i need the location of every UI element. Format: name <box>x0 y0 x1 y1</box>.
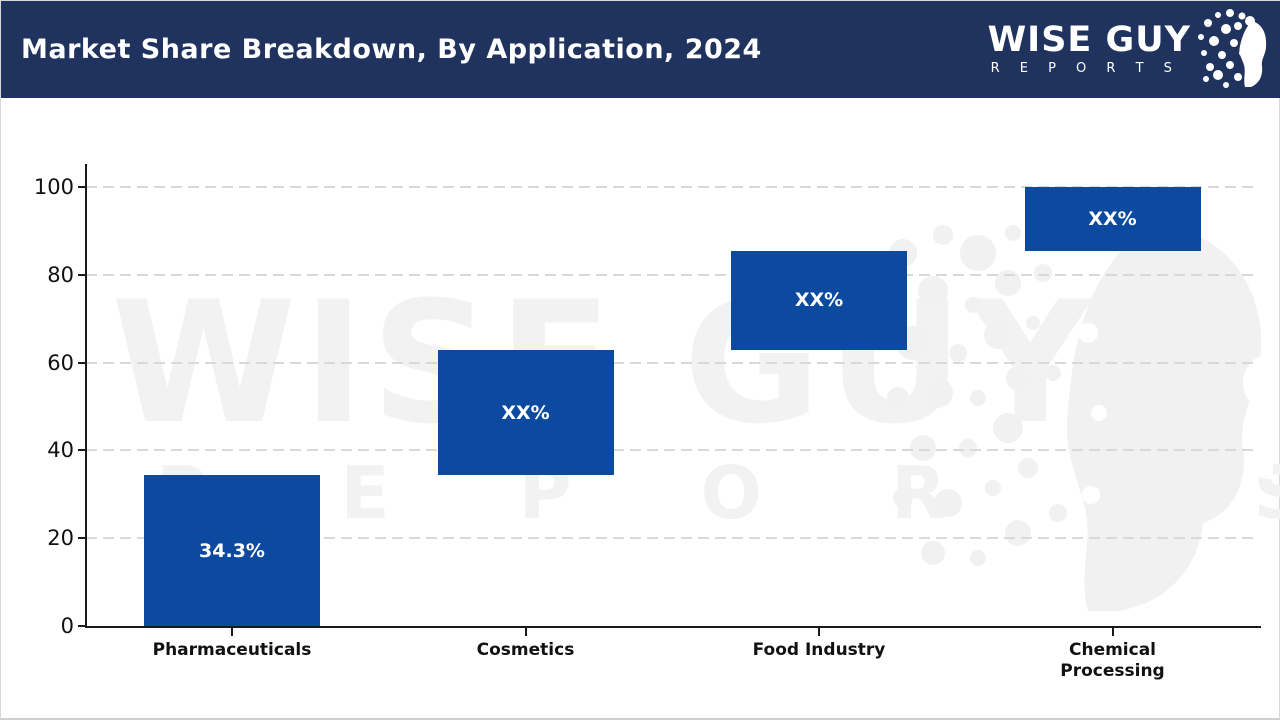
x-tick-mark-pharmaceuticals <box>231 628 233 636</box>
x-tick-mark-food-industry <box>818 628 820 636</box>
y-tick-label-60: 60 <box>47 350 74 375</box>
logo-subtitle: R E P O R T S <box>990 61 1180 76</box>
x-tick-label-pharmaceuticals: Pharmaceuticals <box>152 640 312 660</box>
wise-guy-reports-logo: WISE GUY R E P O R T S <box>987 8 1280 91</box>
gridline-60 <box>86 361 1259 364</box>
gridline-20 <box>86 537 1259 540</box>
y-tick-mark-80 <box>78 273 86 276</box>
y-tick-mark-60 <box>78 361 86 364</box>
bar-cosmetics: XX% <box>437 350 614 476</box>
y-tick-mark-100 <box>78 186 86 188</box>
x-tick-mark-cosmetics <box>524 628 527 636</box>
bar-chemical-processing: XX% <box>1024 187 1201 251</box>
logo-face-icon <box>1198 8 1267 88</box>
y-tick-label-40: 40 <box>47 438 74 463</box>
bar-value-label-food-industry: XX% <box>794 289 844 312</box>
gridline-80 <box>86 273 1259 276</box>
y-tick-label-100: 100 <box>33 175 74 199</box>
y-tick-mark-20 <box>78 537 86 540</box>
x-tick-label-food-industry: Food Industry <box>752 640 886 660</box>
gridline-100 <box>86 186 1259 188</box>
gridline-40 <box>86 449 1259 452</box>
x-tick-label-chemical-processing: Chemical Processing <box>1060 640 1165 682</box>
x-tick-label-cosmetics: Cosmetics <box>476 640 575 660</box>
y-tick-label-20: 20 <box>47 526 74 551</box>
y-tick-label-80: 80 <box>47 262 74 287</box>
y-tick-label-0: 0 <box>60 614 74 638</box>
x-tick-mark-chemical-processing <box>1111 628 1114 636</box>
y-axis-line <box>85 164 87 628</box>
logo-wordmark: WISE GUY <box>987 20 1191 60</box>
y-tick-mark-0 <box>78 625 86 627</box>
y-tick-mark-40 <box>78 449 86 452</box>
logo-text: WISE GUY R E P O R T S <box>987 20 1191 77</box>
page-title: Market Share Breakdown, By Application, … <box>21 34 762 65</box>
bar-value-label-pharmaceuticals: 34.3% <box>199 539 265 562</box>
bar-pharmaceuticals: 34.3% <box>144 475 320 626</box>
header-bar: Market Share Breakdown, By Application, … <box>1 1 1280 98</box>
bar-value-label-chemical-processing: XX% <box>1088 207 1137 230</box>
bar-food-industry: XX% <box>731 250 907 351</box>
x-axis-line <box>85 626 1261 628</box>
bar-value-label-cosmetics: XX% <box>501 401 550 424</box>
